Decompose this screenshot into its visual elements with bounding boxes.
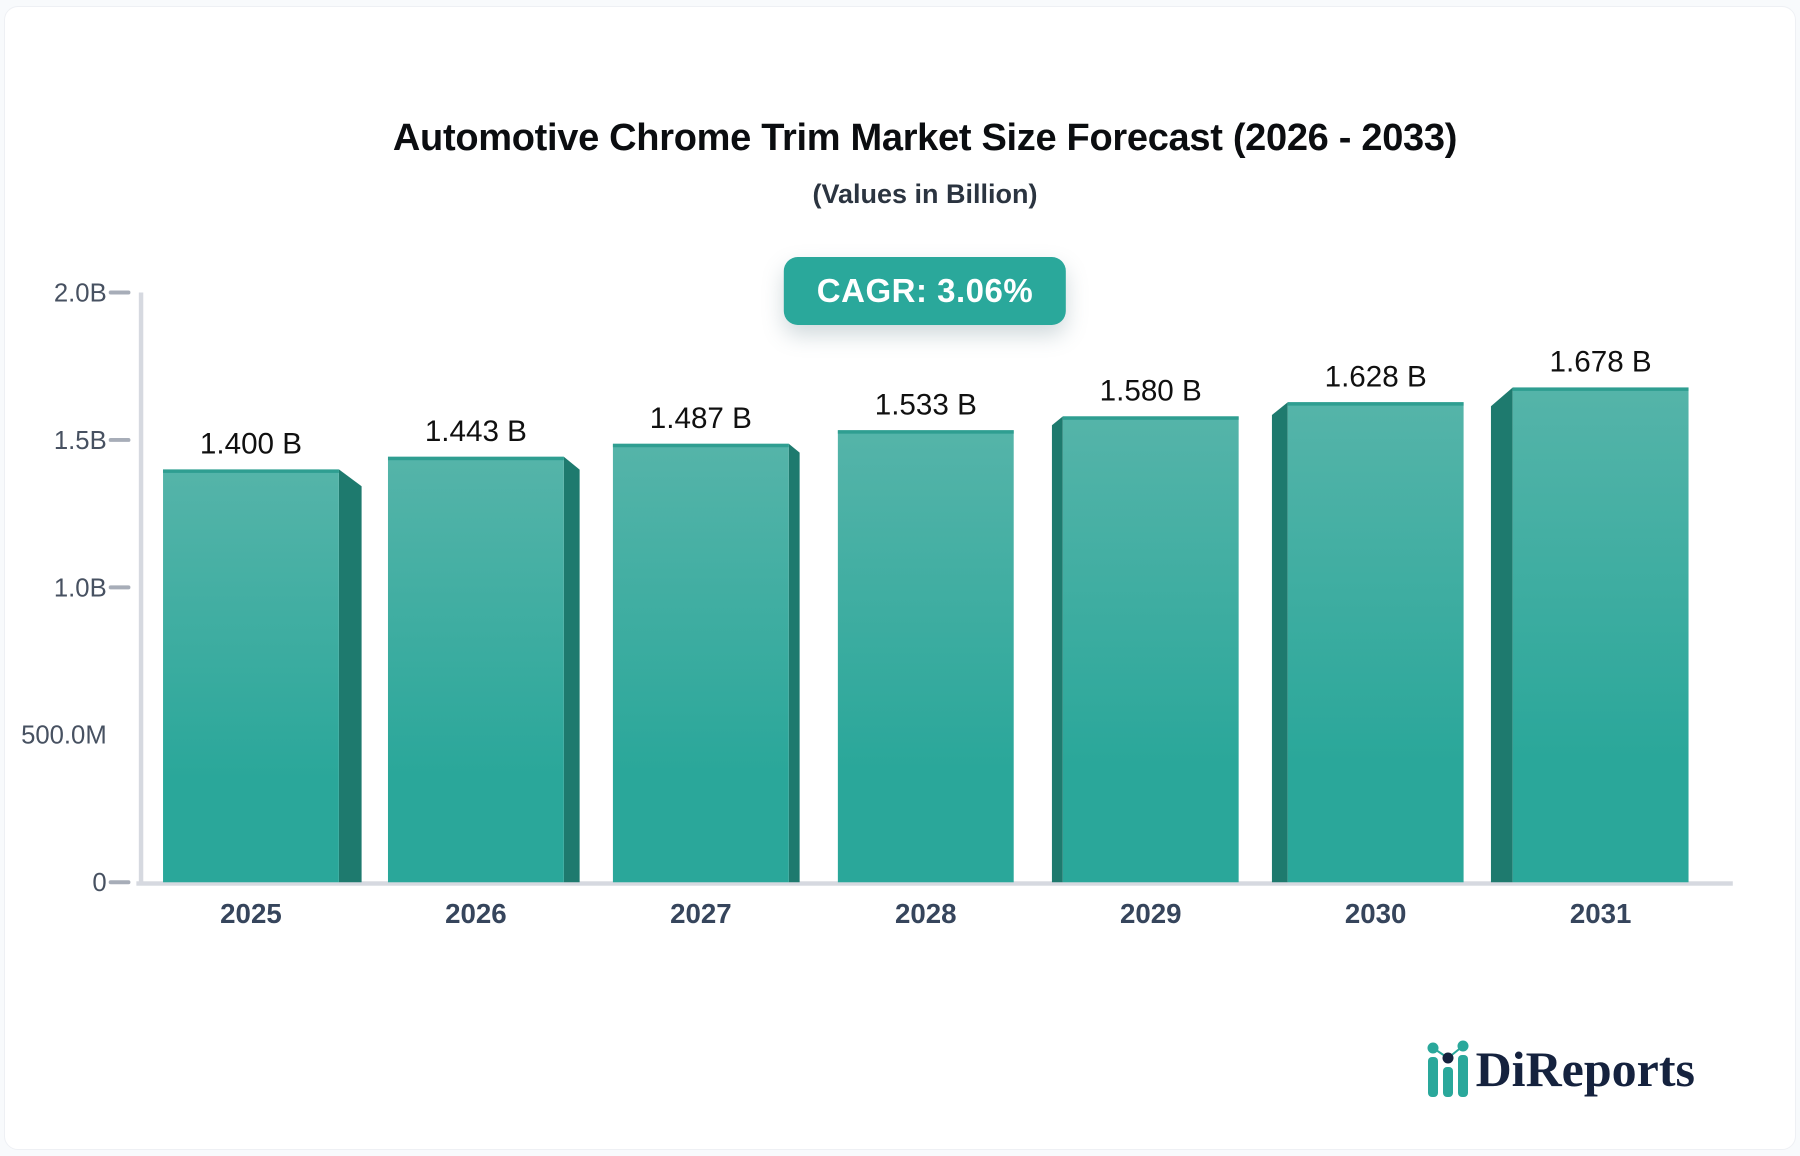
bar-2028: 1.533 B 2028 <box>837 388 1014 929</box>
x-axis-label: 2026 <box>445 898 507 929</box>
y-axis-label: 0 <box>92 869 106 897</box>
bar-side-face <box>338 469 362 883</box>
bar-top-edge <box>837 430 1014 434</box>
cagr-badge-label: CAGR: 3.06% <box>816 272 1034 309</box>
y-axis-label: 500.0M <box>21 722 107 750</box>
x-axis-label: 2027 <box>670 898 732 929</box>
direports-logo-text: DiReports <box>1475 1041 1695 1097</box>
plot-area: 2.0B 1.5B 1.0B 500.0M 0 1.400 B 2025 1.443 B 202… <box>21 279 1733 929</box>
x-axis-label: 2025 <box>220 898 282 929</box>
logo-dot <box>1457 1040 1469 1052</box>
y-axis-line <box>138 292 144 886</box>
bar-value-label: 1.400 B <box>200 428 302 461</box>
bar-top-edge <box>163 469 339 473</box>
x-axis-line <box>136 881 1733 886</box>
y-axis-tick <box>108 437 131 442</box>
bar-top-edge <box>1287 402 1464 406</box>
bar-front-face <box>837 430 1014 883</box>
bar-side-face <box>1051 416 1063 883</box>
bar-front-face <box>387 456 564 883</box>
bar-2029: 1.580 B 2029 <box>1051 375 1239 929</box>
y-axis-label: 1.5B <box>54 427 107 455</box>
bar-top-edge <box>1512 387 1689 391</box>
logo-dot <box>1442 1052 1454 1064</box>
bar-side-face <box>1490 387 1513 883</box>
bar-top-edge <box>1062 416 1239 420</box>
direports-logo-icon <box>1427 1040 1469 1097</box>
cagr-badge: CAGR: 3.06% <box>783 257 1067 325</box>
chart-subtitle: (Values in Billion) <box>812 179 1038 209</box>
bar-front-face <box>1287 402 1464 883</box>
bar-value-label: 1.533 B <box>875 388 977 421</box>
y-axis-label: 2.0B <box>54 279 107 307</box>
x-axis-label: 2028 <box>895 898 957 929</box>
logo-bar <box>1442 1067 1453 1097</box>
chart-title: Automotive Chrome Trim Market Size Forec… <box>392 117 1458 159</box>
bar-top-edge <box>387 456 564 461</box>
bar-side-face <box>563 456 580 883</box>
y-axis-tick <box>108 880 131 885</box>
y-axis-tick <box>108 585 131 590</box>
x-axis-label: 2029 <box>1120 898 1182 929</box>
y-axis-label: 1.0B <box>54 574 107 602</box>
direports-logo: DiReports <box>1426 1035 1695 1097</box>
bar-side-face <box>1271 402 1288 883</box>
bar-value-label: 1.580 B <box>1100 375 1202 408</box>
bar-2030: 1.628 B 2030 <box>1271 360 1464 929</box>
bar-top-edge <box>612 443 789 448</box>
x-axis-label: 2030 <box>1345 898 1407 929</box>
bar-2031: 1.678 B 2031 <box>1490 346 1689 929</box>
bar-front-face <box>1062 416 1239 883</box>
report-card: Automotive Chrome Trim Market Size Forec… <box>4 6 1796 1150</box>
logo-dot <box>1427 1042 1439 1054</box>
logo-bar <box>1427 1057 1438 1097</box>
bar-front-face <box>163 469 339 883</box>
bar-value-label: 1.628 B <box>1325 360 1427 393</box>
bar-value-label: 1.487 B <box>650 402 752 435</box>
bar-value-label: 1.443 B <box>425 415 527 448</box>
bar-side-face <box>788 443 800 883</box>
bar-front-face <box>612 443 789 883</box>
bar-2025: 1.400 B 2025 <box>163 428 362 929</box>
x-axis-label: 2031 <box>1570 898 1632 929</box>
bar-front-face <box>1512 387 1689 883</box>
bar-2027: 1.487 B 2027 <box>612 402 800 929</box>
bar-2026: 1.443 B 2026 <box>387 415 580 929</box>
y-axis-tick <box>108 290 131 295</box>
bar-value-label: 1.678 B <box>1550 346 1652 379</box>
logo-bar <box>1457 1055 1468 1097</box>
bar-chart: 2.0B 1.5B 1.0B 500.0M 0 1.400 B 2025 1.443 B 202… <box>21 279 1733 929</box>
